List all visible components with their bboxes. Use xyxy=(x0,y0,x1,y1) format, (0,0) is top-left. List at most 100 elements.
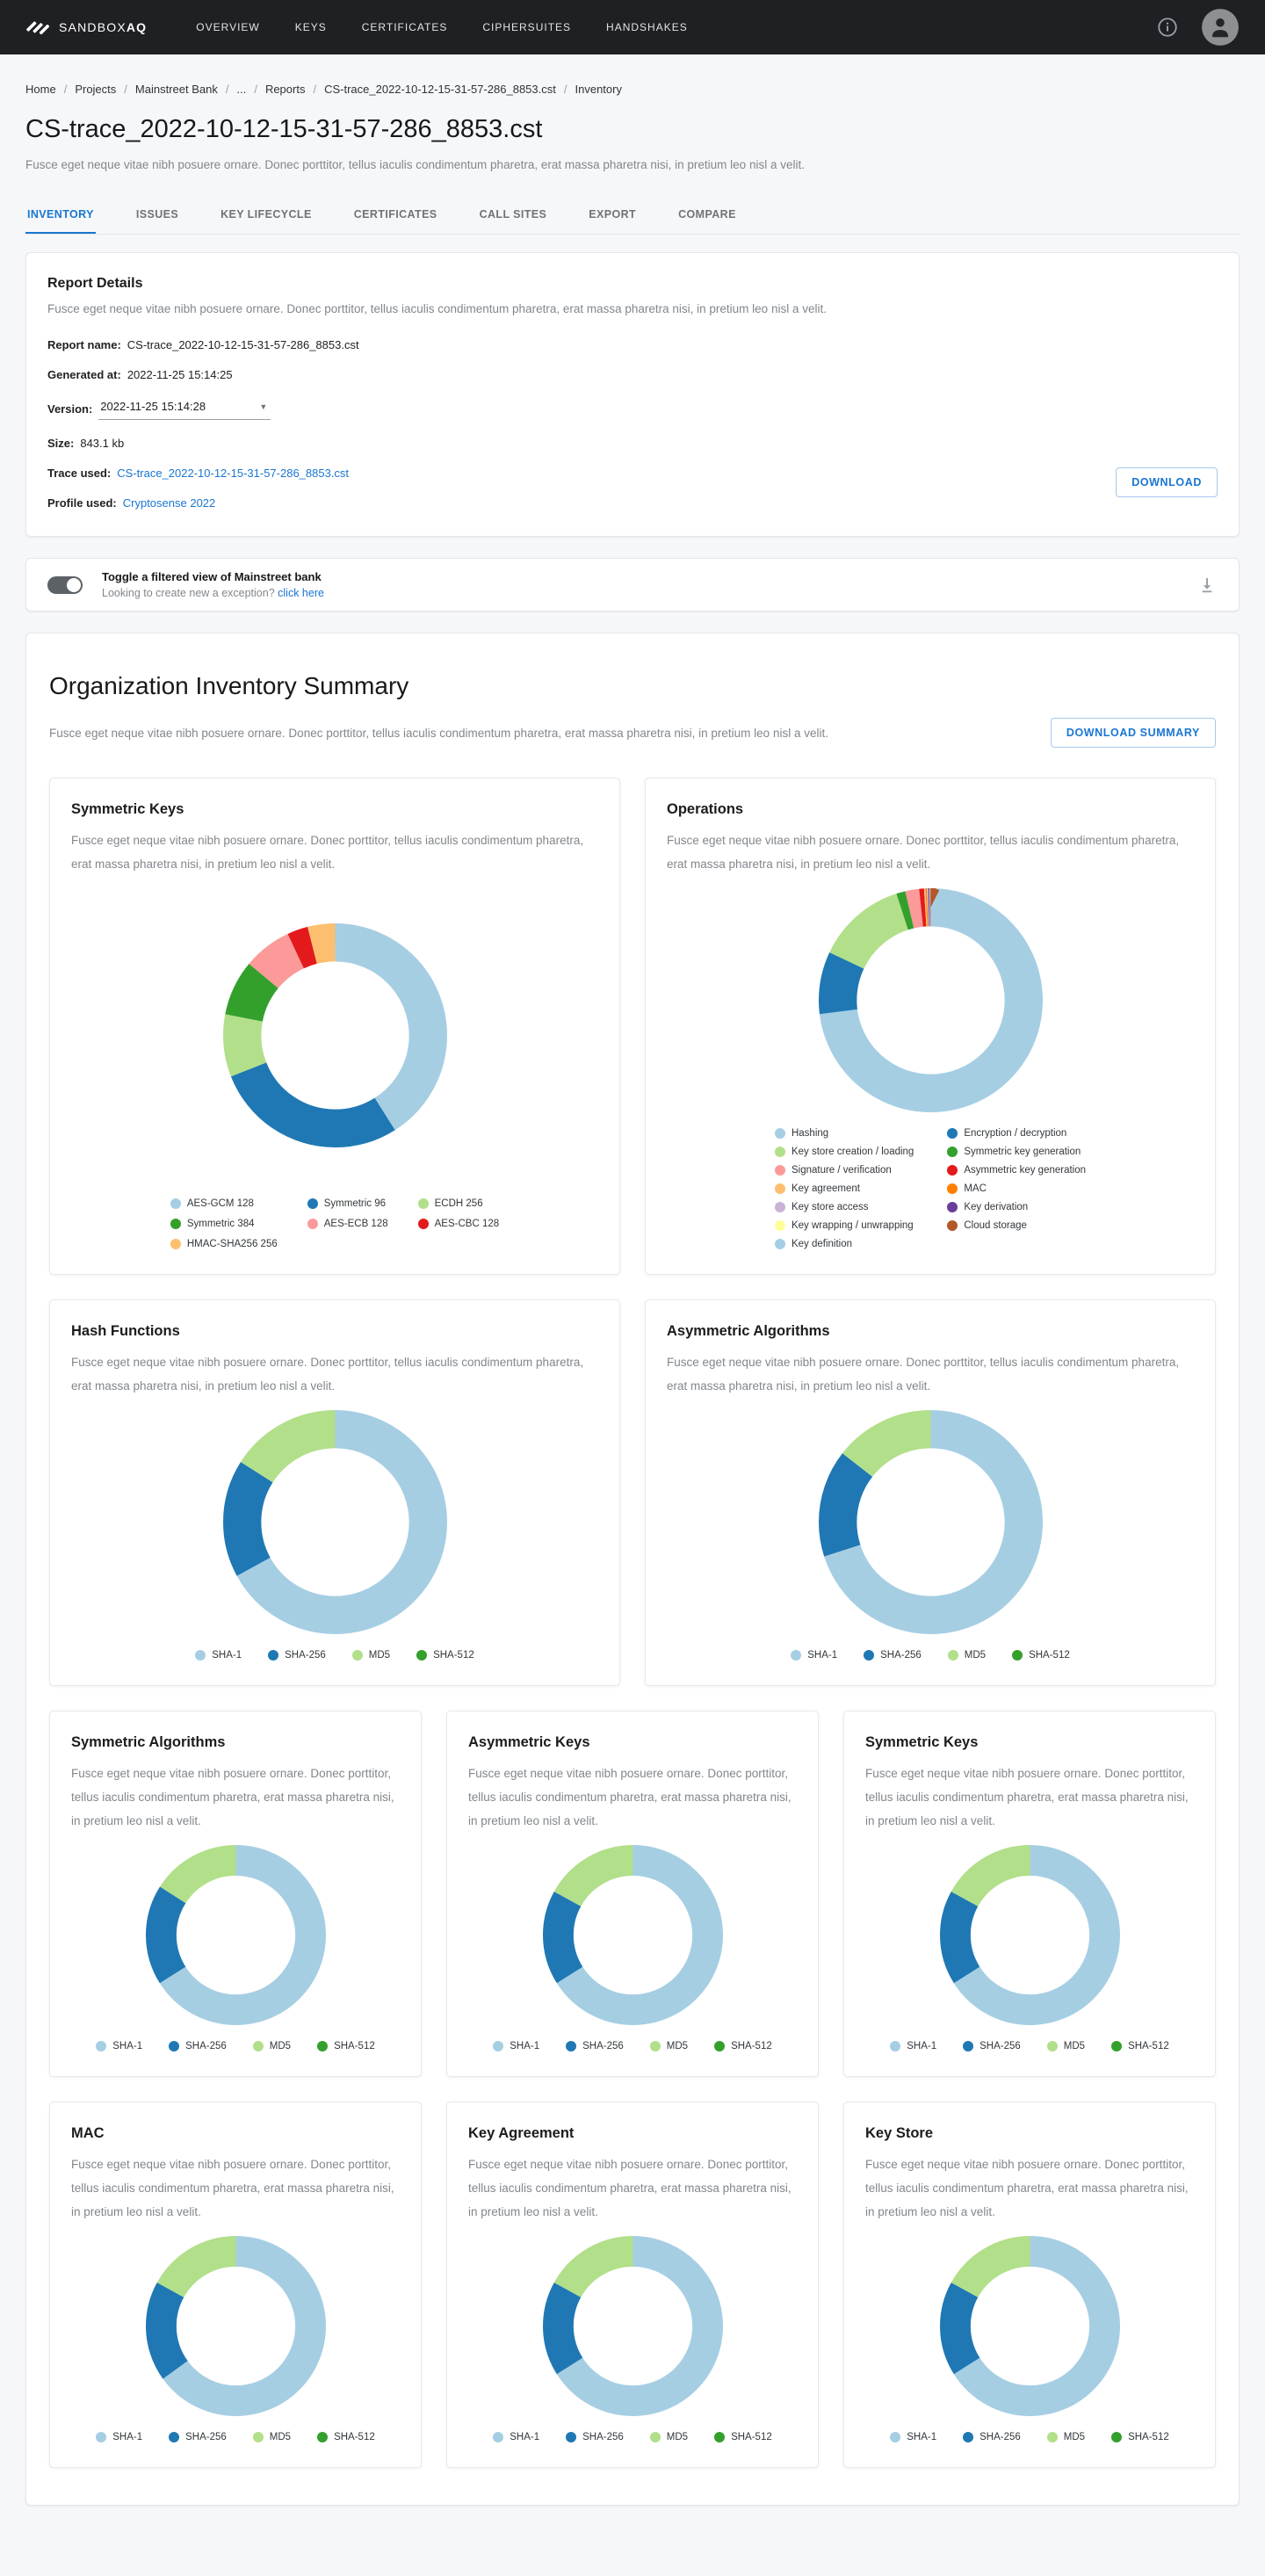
legend-item-sha-512[interactable]: SHA-512 xyxy=(1111,2041,1169,2051)
nav-item-keys[interactable]: KEYS xyxy=(294,21,327,33)
legend-item-sha-1[interactable]: SHA-1 xyxy=(493,2041,539,2051)
tab-compare[interactable]: COMPARE xyxy=(678,208,736,221)
legend-label: Key agreement xyxy=(791,1183,860,1194)
legend-item-sha-512[interactable]: SHA-512 xyxy=(416,1650,474,1661)
legend-item-sha-256[interactable]: SHA-256 xyxy=(963,2041,1021,2051)
click-here-link[interactable]: click here xyxy=(278,587,324,599)
profile-used-link[interactable]: Cryptosense 2022 xyxy=(122,496,216,510)
tab-export[interactable]: EXPORT xyxy=(589,208,637,221)
chart-title: Key Store xyxy=(865,2125,934,2141)
legend-item-key-store-creation-loading[interactable]: Key store creation / loading xyxy=(774,1147,914,1157)
legend-item-hmac-sha256-256[interactable]: HMAC-SHA256 256 xyxy=(170,1239,278,1249)
breadcrumb-ellipsis[interactable]: ... xyxy=(236,83,247,96)
legend-item-sha-512[interactable]: SHA-512 xyxy=(714,2041,772,2051)
breadcrumb-projects[interactable]: Projects xyxy=(75,83,117,96)
breadcrumb-mainstreet-bank[interactable]: Mainstreet Bank xyxy=(134,83,218,96)
legend-item-key-store-access[interactable]: Key store access xyxy=(774,1202,914,1212)
legend-item-sha-256[interactable]: SHA-256 xyxy=(566,2432,624,2442)
field-label: Report name: xyxy=(47,338,121,351)
legend-item-mac[interactable]: MAC xyxy=(947,1183,1086,1194)
breadcrumb-trace-file[interactable]: CS-trace_2022-10-12-15-31-57-286_8853.cs… xyxy=(324,83,556,96)
legend-item-sha-1[interactable]: SHA-1 xyxy=(96,2041,142,2051)
legend-item-sha-256[interactable]: SHA-256 xyxy=(169,2432,227,2442)
legend-item-key-definition[interactable]: Key definition xyxy=(774,1239,914,1249)
tab-key-lifecycle[interactable]: KEY LIFECYCLE xyxy=(220,208,312,221)
page-subtitle: Fusce eget neque vitae nibh posuere orna… xyxy=(25,158,805,171)
legend-label: ECDH 256 xyxy=(434,1198,483,1209)
legend-item-key-wrapping-unwrapping[interactable]: Key wrapping / unwrapping xyxy=(774,1220,914,1231)
legend-item-signature-verification[interactable]: Signature / verification xyxy=(774,1165,914,1176)
legend-item-sha-256[interactable]: SHA-256 xyxy=(963,2432,1021,2442)
legend-item-md5[interactable]: MD5 xyxy=(351,1650,390,1661)
legend-item-sha-1[interactable]: SHA-1 xyxy=(890,2041,936,2051)
chart-card-symmetric-keys: Symmetric Keys Fusce eget neque vitae nib… xyxy=(843,1711,1216,2077)
donut-slice-encryption-decryption xyxy=(818,888,1043,1112)
legend-item-sha-1[interactable]: SHA-1 xyxy=(493,2432,539,2442)
tab-inventory[interactable]: INVENTORY xyxy=(25,198,96,234)
donut-slice-sha-256 xyxy=(939,2236,1120,2416)
legend-item-md5[interactable]: MD5 xyxy=(1046,2041,1085,2051)
nav-item-ciphersuites[interactable]: CIPHERSUITES xyxy=(482,21,572,33)
legend-item-sha-256[interactable]: SHA-256 xyxy=(864,1650,922,1661)
breadcrumb-home[interactable]: Home xyxy=(25,83,56,96)
legend-item-sha-1[interactable]: SHA-1 xyxy=(890,2432,936,2442)
legend-item-aes-cbc-128[interactable]: AES-CBC 128 xyxy=(417,1219,499,1229)
chart-title: Asymmetric Algorithms xyxy=(667,1323,830,1339)
field-label: Profile used: xyxy=(47,496,117,510)
legend-item-md5[interactable]: MD5 xyxy=(1046,2432,1085,2442)
legend-item-aes-ecb-128[interactable]: AES-ECB 128 xyxy=(307,1219,388,1229)
nav-item-certificates[interactable]: CERTIFICATES xyxy=(361,21,448,33)
legend-label: SHA-512 xyxy=(731,2041,772,2051)
legend-swatch xyxy=(890,2432,901,2442)
download-icon[interactable] xyxy=(1196,575,1218,596)
legend-item-sha-512[interactable]: SHA-512 xyxy=(714,2432,772,2442)
legend-item-md5[interactable]: MD5 xyxy=(649,2041,688,2051)
chart-description: Fusce eget neque vitae nibh posuere orna… xyxy=(865,2158,1189,2218)
breadcrumb-separator: / xyxy=(563,83,567,96)
legend-item-sha-512[interactable]: SHA-512 xyxy=(1012,1650,1070,1661)
legend-item-symmetric-key-generation[interactable]: Symmetric key generation xyxy=(947,1147,1086,1157)
tab-certificates[interactable]: CERTIFICATES xyxy=(353,208,437,221)
nav-item-overview[interactable]: OVERVIEW xyxy=(196,21,260,33)
legend-item-aes-gcm-128[interactable]: AES-GCM 128 xyxy=(170,1198,278,1209)
info-icon[interactable] xyxy=(1156,16,1179,39)
legend-label: SHA-1 xyxy=(907,2041,937,2051)
legend-item-sha-256[interactable]: SHA-256 xyxy=(268,1650,326,1661)
legend-item-key-agreement[interactable]: Key agreement xyxy=(774,1183,914,1194)
legend-swatch xyxy=(351,1650,363,1661)
legend-item-key-derivation[interactable]: Key derivation xyxy=(947,1202,1086,1212)
legend-item-md5[interactable]: MD5 xyxy=(252,2041,291,2051)
tab-issues[interactable]: ISSUES xyxy=(135,208,179,221)
legend-item-sha-1[interactable]: SHA-1 xyxy=(96,2432,142,2442)
legend-item-cloud-storage[interactable]: Cloud storage xyxy=(947,1220,1086,1231)
legend-item-sha-512[interactable]: SHA-512 xyxy=(317,2041,375,2051)
legend-item-symmetric-384[interactable]: Symmetric 384 xyxy=(170,1219,278,1229)
trace-used-link[interactable]: CS-trace_2022-10-12-15-31-57-286_8853.cs… xyxy=(117,467,350,480)
legend-item-hashing[interactable]: Hashing xyxy=(774,1128,914,1139)
legend-item-sha-512[interactable]: SHA-512 xyxy=(317,2432,375,2442)
legend-item-sha-256[interactable]: SHA-256 xyxy=(169,2041,227,2051)
download-button[interactable]: DOWNLOAD xyxy=(1116,467,1218,497)
breadcrumb-reports[interactable]: Reports xyxy=(264,83,306,96)
legend-item-sha-1[interactable]: SHA-1 xyxy=(791,1650,837,1661)
legend-item-md5[interactable]: MD5 xyxy=(252,2432,291,2442)
version-select[interactable]: 2022-11-25 15:14:28 ▼ xyxy=(98,398,271,420)
legend-item-sha-512[interactable]: SHA-512 xyxy=(1111,2432,1169,2442)
legend-item-encryption-decryption[interactable]: Encryption / decryption xyxy=(947,1128,1086,1139)
tab-call-sites[interactable]: CALL SITES xyxy=(479,208,547,221)
legend-item-md5[interactable]: MD5 xyxy=(649,2432,688,2442)
legend-item-ecdh-256[interactable]: ECDH 256 xyxy=(417,1198,500,1209)
brand-logo[interactable]: SANDBOXAQ xyxy=(26,16,147,40)
legend-item-asymmetric-key-generation[interactable]: Asymmetric key generation xyxy=(947,1165,1086,1176)
download-summary-button[interactable]: DOWNLOAD SUMMARY xyxy=(1050,718,1216,748)
legend-item-symmetric-96[interactable]: Symmetric 96 xyxy=(307,1198,388,1209)
legend-item-sha-256[interactable]: SHA-256 xyxy=(566,2041,624,2051)
avatar[interactable] xyxy=(1202,9,1239,46)
legend-item-sha-1[interactable]: SHA-1 xyxy=(195,1650,242,1661)
filter-toggle-label: Toggle a filtered view of Mainstreet ban… xyxy=(102,570,322,583)
breadcrumb-inventory[interactable]: Inventory xyxy=(575,83,622,96)
nav-item-handshakes[interactable]: HANDSHAKES xyxy=(606,21,688,33)
legend-item-md5[interactable]: MD5 xyxy=(947,1650,986,1661)
legend-swatch xyxy=(417,1219,429,1229)
filter-toggle-switch[interactable] xyxy=(47,575,83,594)
